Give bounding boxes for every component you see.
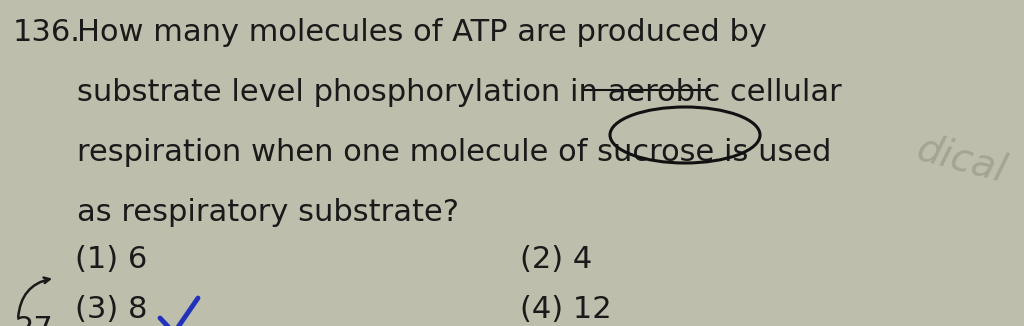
Text: 27.: 27. [15,315,63,326]
Text: (1) 6: (1) 6 [75,245,147,274]
Text: (3) 8: (3) 8 [75,295,147,324]
Text: as respiratory substrate?: as respiratory substrate? [77,198,459,227]
Text: How many molecules of ATP are produced by: How many molecules of ATP are produced b… [77,18,767,47]
Text: substrate level phosphorylation in aerobic cellular: substrate level phosphorylation in aerob… [77,78,842,107]
Text: (2) 4: (2) 4 [520,245,592,274]
Text: 136.: 136. [12,18,80,47]
Text: (4) 12: (4) 12 [520,295,611,324]
Text: respiration when one molecule of sucrose is used: respiration when one molecule of sucrose… [77,138,831,167]
Text: dical: dical [912,130,1010,190]
